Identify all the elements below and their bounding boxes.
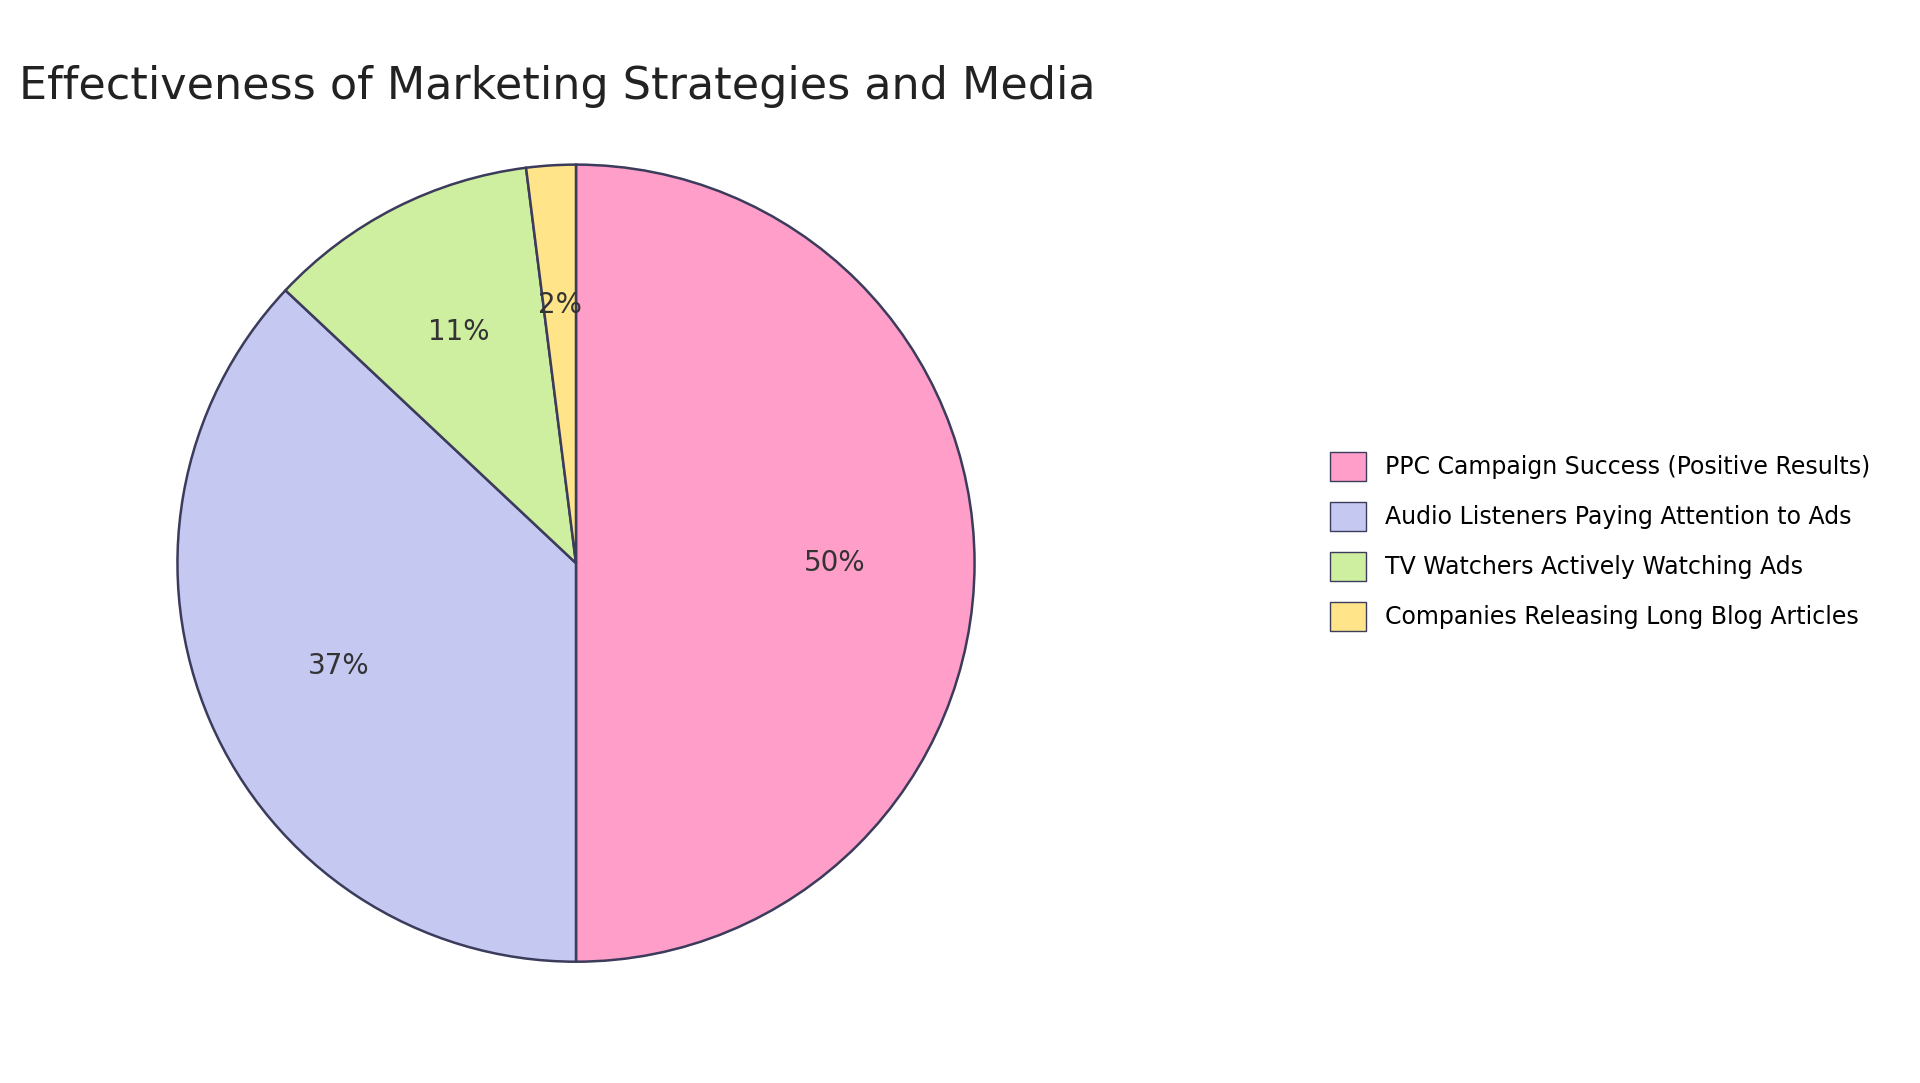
Text: 37%: 37% xyxy=(307,652,369,680)
Text: 50%: 50% xyxy=(804,549,866,577)
Text: 2%: 2% xyxy=(538,290,582,318)
Legend: PPC Campaign Success (Positive Results), Audio Listeners Paying Attention to Ads: PPC Campaign Success (Positive Results),… xyxy=(1331,452,1870,631)
Wedge shape xyxy=(286,168,576,563)
Wedge shape xyxy=(576,165,975,962)
Text: 11%: 11% xyxy=(428,318,490,347)
Wedge shape xyxy=(177,290,576,962)
Wedge shape xyxy=(526,165,576,563)
Text: Effectiveness of Marketing Strategies and Media: Effectiveness of Marketing Strategies an… xyxy=(19,65,1096,108)
